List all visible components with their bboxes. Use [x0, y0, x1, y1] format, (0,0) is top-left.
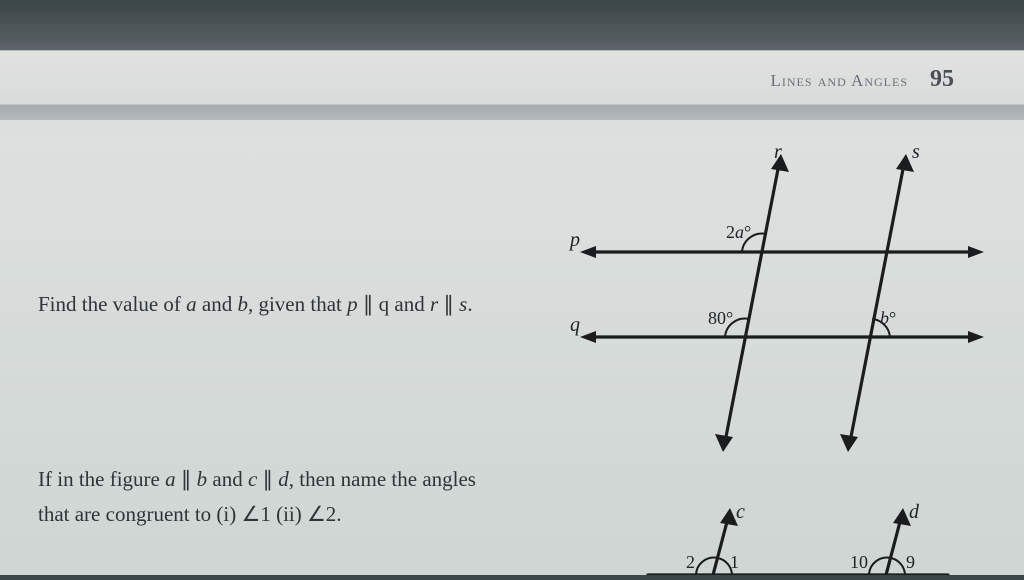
parallel-symbol: ∥: [257, 467, 278, 491]
var-d: d: [278, 467, 289, 491]
angle-1: 1: [730, 552, 739, 572]
angle-2a-label: 2a°: [726, 222, 751, 242]
var-b: b: [237, 292, 248, 316]
page-header: Lines and Angles 95: [770, 66, 954, 93]
figure-1: p q r s 2a° 80° b°: [560, 142, 990, 462]
label-q: q: [570, 314, 580, 336]
arrow-r-bottom: [715, 434, 733, 452]
page-number: 95: [930, 66, 954, 93]
var-c: c: [248, 467, 257, 491]
angle-80-label: 80°: [708, 308, 733, 328]
line-c: [713, 518, 728, 575]
angle-2: 2: [686, 552, 695, 572]
label-r: r: [774, 142, 782, 163]
angle-b-label: b°: [880, 308, 896, 328]
arrow-p-left: [580, 246, 596, 258]
var-a: a: [165, 467, 176, 491]
arrow-s-bottom: [840, 434, 858, 452]
problem-2-line1: If in the figure a ∥ b and c ∥ d, then n…: [38, 462, 476, 498]
problem-2-line2: that are congruent to (i) ∠1 (ii) ∠2.: [38, 497, 476, 533]
label-p: p: [568, 229, 580, 251]
line-s: [850, 164, 904, 442]
text: , given that: [248, 292, 347, 316]
text: and: [389, 292, 430, 316]
arrow-p-right: [968, 246, 984, 258]
label-c: c: [736, 501, 745, 523]
var-a: a: [186, 292, 197, 316]
var-q: q: [379, 292, 390, 316]
label-d: d: [909, 501, 920, 523]
figure-2: c d 2 1 10 9: [588, 500, 968, 575]
line-r: [725, 164, 779, 442]
text: and: [207, 467, 248, 491]
text: and: [197, 292, 238, 316]
text: .: [467, 292, 472, 316]
angle-10: 10: [850, 552, 868, 572]
label-s: s: [912, 142, 920, 163]
content-area: Find the value of a and b, given that p …: [0, 120, 1024, 575]
parallel-symbol: ∥: [358, 292, 379, 316]
parallel-symbol: ∥: [176, 467, 197, 491]
var-r: r: [430, 292, 438, 316]
text: Find the value of: [38, 292, 186, 316]
var-b: b: [197, 467, 208, 491]
var-p: p: [347, 292, 358, 316]
arrow-q-left: [580, 331, 596, 343]
angle-9: 9: [906, 552, 915, 572]
problem-2-text: If in the figure a ∥ b and c ∥ d, then n…: [38, 462, 476, 533]
arc-9: [891, 558, 905, 575]
problem-1-text: Find the value of a and b, given that p …: [38, 292, 473, 317]
parallel-symbol: ∥: [438, 292, 459, 316]
text: If in the figure: [38, 467, 165, 491]
chapter-title: Lines and Angles: [770, 71, 908, 91]
text: , then name the angles: [289, 467, 476, 491]
line-d: [886, 518, 901, 575]
arrow-q-right: [968, 331, 984, 343]
